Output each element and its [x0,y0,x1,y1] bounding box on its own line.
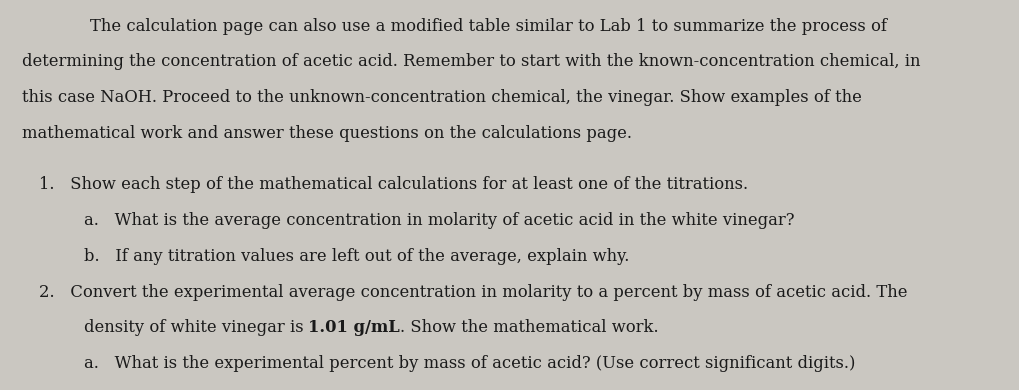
Text: determining the concentration of acetic acid. Remember to start with the known-c: determining the concentration of acetic … [22,53,921,71]
Text: 2.   Convert the experimental average concentration in molarity to a percent by : 2. Convert the experimental average conc… [39,284,907,301]
Text: a.   What is the experimental percent by mass of acetic acid? (Use correct signi: a. What is the experimental percent by m… [84,355,855,372]
Text: density of white vinegar is: density of white vinegar is [84,319,309,337]
Text: The calculation page can also use a modified table similar to Lab 1 to summarize: The calculation page can also use a modi… [90,18,887,35]
Text: b.   If any titration values are left out of the average, explain why.: b. If any titration values are left out … [84,248,629,265]
Text: . Show the mathematical work.: . Show the mathematical work. [400,319,659,337]
Text: 1.01 g/mL: 1.01 g/mL [309,319,400,337]
Text: this case NaOH. Proceed to the unknown-concentration chemical, the vinegar. Show: this case NaOH. Proceed to the unknown-c… [22,89,862,106]
Text: 1.   Show each step of the mathematical calculations for at least one of the tit: 1. Show each step of the mathematical ca… [39,176,748,193]
Text: a.   What is the average concentration in molarity of acetic acid in the white v: a. What is the average concentration in … [84,212,794,229]
Text: mathematical work and answer these questions on the calculations page.: mathematical work and answer these quest… [22,125,633,142]
